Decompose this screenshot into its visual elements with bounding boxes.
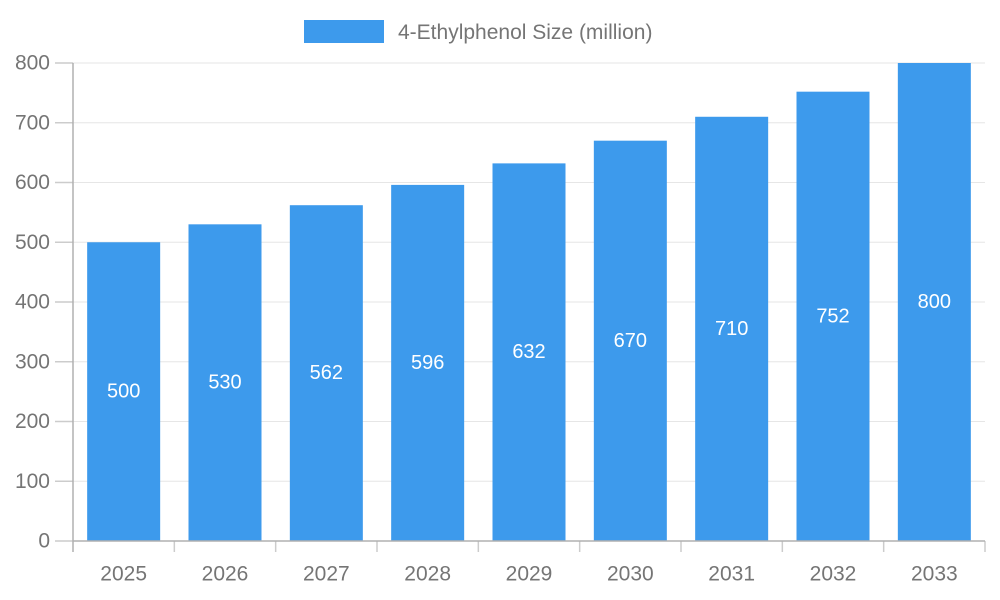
bar-2028[interactable] [391, 184, 465, 541]
ytick-label-500: 500 [15, 231, 50, 254]
bar-value-label-2032: 752 [816, 305, 849, 327]
ytick-label-0: 0 [38, 530, 50, 553]
bar-2032[interactable] [796, 91, 870, 542]
plot-area: 0 100 200 300 400 500 600 700 800 500 2025 530 2026 5… [15, 52, 986, 586]
ytick-label-800: 800 [15, 52, 50, 75]
bar-value-label-2027: 562 [310, 362, 343, 384]
xtick-label-2026: 2026 [202, 563, 249, 586]
ytick-label-600: 600 [15, 171, 50, 194]
bar-2027[interactable] [289, 205, 363, 541]
bar-value-label-2030: 670 [614, 330, 647, 352]
bar-value-label-2026: 530 [208, 372, 241, 394]
xtick-label-2025: 2025 [100, 563, 147, 586]
bar-value-label-2025: 500 [107, 381, 140, 403]
ytick-label-400: 400 [15, 291, 50, 314]
bar-2025[interactable] [87, 242, 161, 541]
xtick-label-2029: 2029 [506, 563, 553, 586]
xtick-label-2032: 2032 [810, 563, 857, 586]
xtick-label-2027: 2027 [303, 563, 350, 586]
bar-value-label-2028: 596 [411, 352, 444, 374]
bar-value-label-2031: 710 [715, 318, 748, 340]
ytick-label-700: 700 [15, 111, 50, 134]
xtick-label-2030: 2030 [607, 563, 654, 586]
legend-label: 4-Ethylphenol Size (million) [398, 21, 652, 44]
xtick-label-2031: 2031 [708, 563, 755, 586]
ytick-label-200: 200 [15, 410, 50, 433]
xtick-label-2028: 2028 [404, 563, 451, 586]
legend[interactable]: 4-Ethylphenol Size (million) [304, 20, 652, 44]
bar-value-label-2033: 800 [918, 291, 951, 313]
bar-2030[interactable] [593, 140, 667, 542]
xtick-label-2033: 2033 [911, 563, 958, 586]
legend-swatch[interactable] [304, 20, 384, 43]
bar-2026[interactable] [188, 224, 262, 541]
ytick-label-100: 100 [15, 470, 50, 493]
bar-2031[interactable] [695, 116, 769, 542]
ytick-label-300: 300 [15, 350, 50, 373]
bar-2033[interactable] [897, 63, 971, 541]
bar-2029[interactable] [492, 163, 566, 541]
bar-value-label-2029: 632 [512, 341, 545, 363]
